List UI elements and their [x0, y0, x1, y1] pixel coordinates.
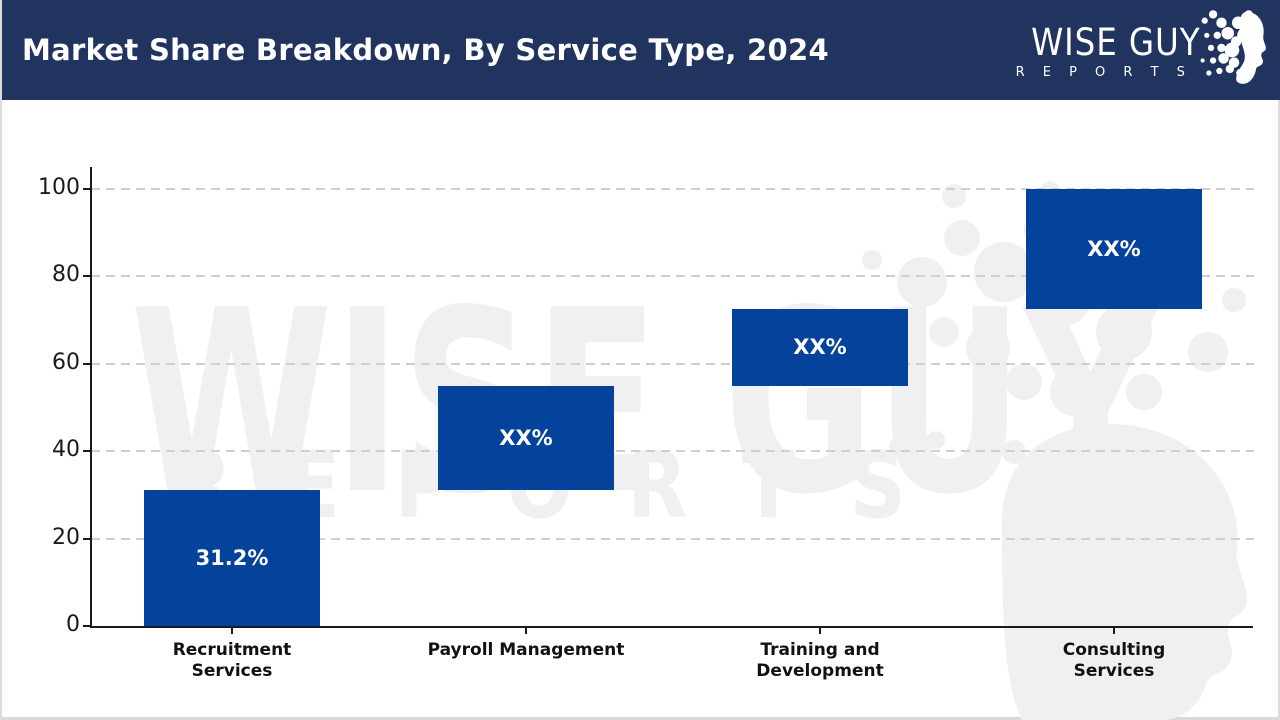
logo-subtitle: R E P O R T S [1015, 64, 1192, 80]
x-tickmark [819, 626, 821, 634]
y-tickmark [83, 362, 91, 365]
y-tickmark [83, 537, 91, 540]
y-tickmark [83, 450, 91, 453]
waterfall-bar-2: XX% [438, 385, 614, 490]
gridline [91, 188, 1254, 190]
waterfall-bar-1: 31.2% [144, 489, 320, 626]
waterfall-bar-4: XX% [1026, 189, 1202, 310]
logo-head-icon [1200, 10, 1266, 84]
x-tickmark [1113, 626, 1115, 634]
x-tickmark [231, 626, 233, 634]
bar-value-label: XX% [499, 425, 553, 450]
gridline [91, 450, 1254, 453]
y-tickmark [83, 188, 91, 190]
wise-guy-logo: WISE GUY R E P O R T S [1008, 6, 1280, 94]
x-tickmark [525, 626, 527, 634]
y-axis-line [90, 167, 92, 628]
y-tick-label: 100 [38, 175, 80, 200]
y-tickmark [83, 275, 91, 278]
y-tick-label: 20 [52, 524, 80, 550]
header-bar: Market Share Breakdown, By Service Type,… [2, 0, 1280, 100]
waterfall-bar-3: XX% [732, 309, 908, 386]
y-tick-label: 60 [52, 349, 80, 375]
x-tick-label: Consulting Services [1062, 640, 1166, 681]
bar-value-label: XX% [1087, 237, 1141, 262]
x-axis-line [90, 626, 1253, 628]
x-tick-label: Training and Development [756, 640, 884, 681]
gridline [91, 537, 1254, 540]
y-tickmark [83, 625, 91, 627]
logo-wordmark: WISE GUY [1030, 20, 1200, 64]
logo-text: WISE GUY R E P O R T S [1008, 21, 1200, 80]
bar-value-label: XX% [793, 335, 847, 360]
y-tick-label: 80 [52, 262, 80, 288]
page-title: Market Share Breakdown, By Service Type,… [22, 33, 829, 67]
gridline [91, 362, 1254, 365]
y-tick-label: 40 [52, 437, 80, 463]
gridline [91, 275, 1254, 278]
bar-value-label: 31.2% [195, 545, 269, 570]
x-tick-label: Recruitment Services [172, 640, 292, 681]
x-tick-label: Payroll Management [427, 640, 625, 660]
y-tick-label: 0 [66, 612, 80, 637]
